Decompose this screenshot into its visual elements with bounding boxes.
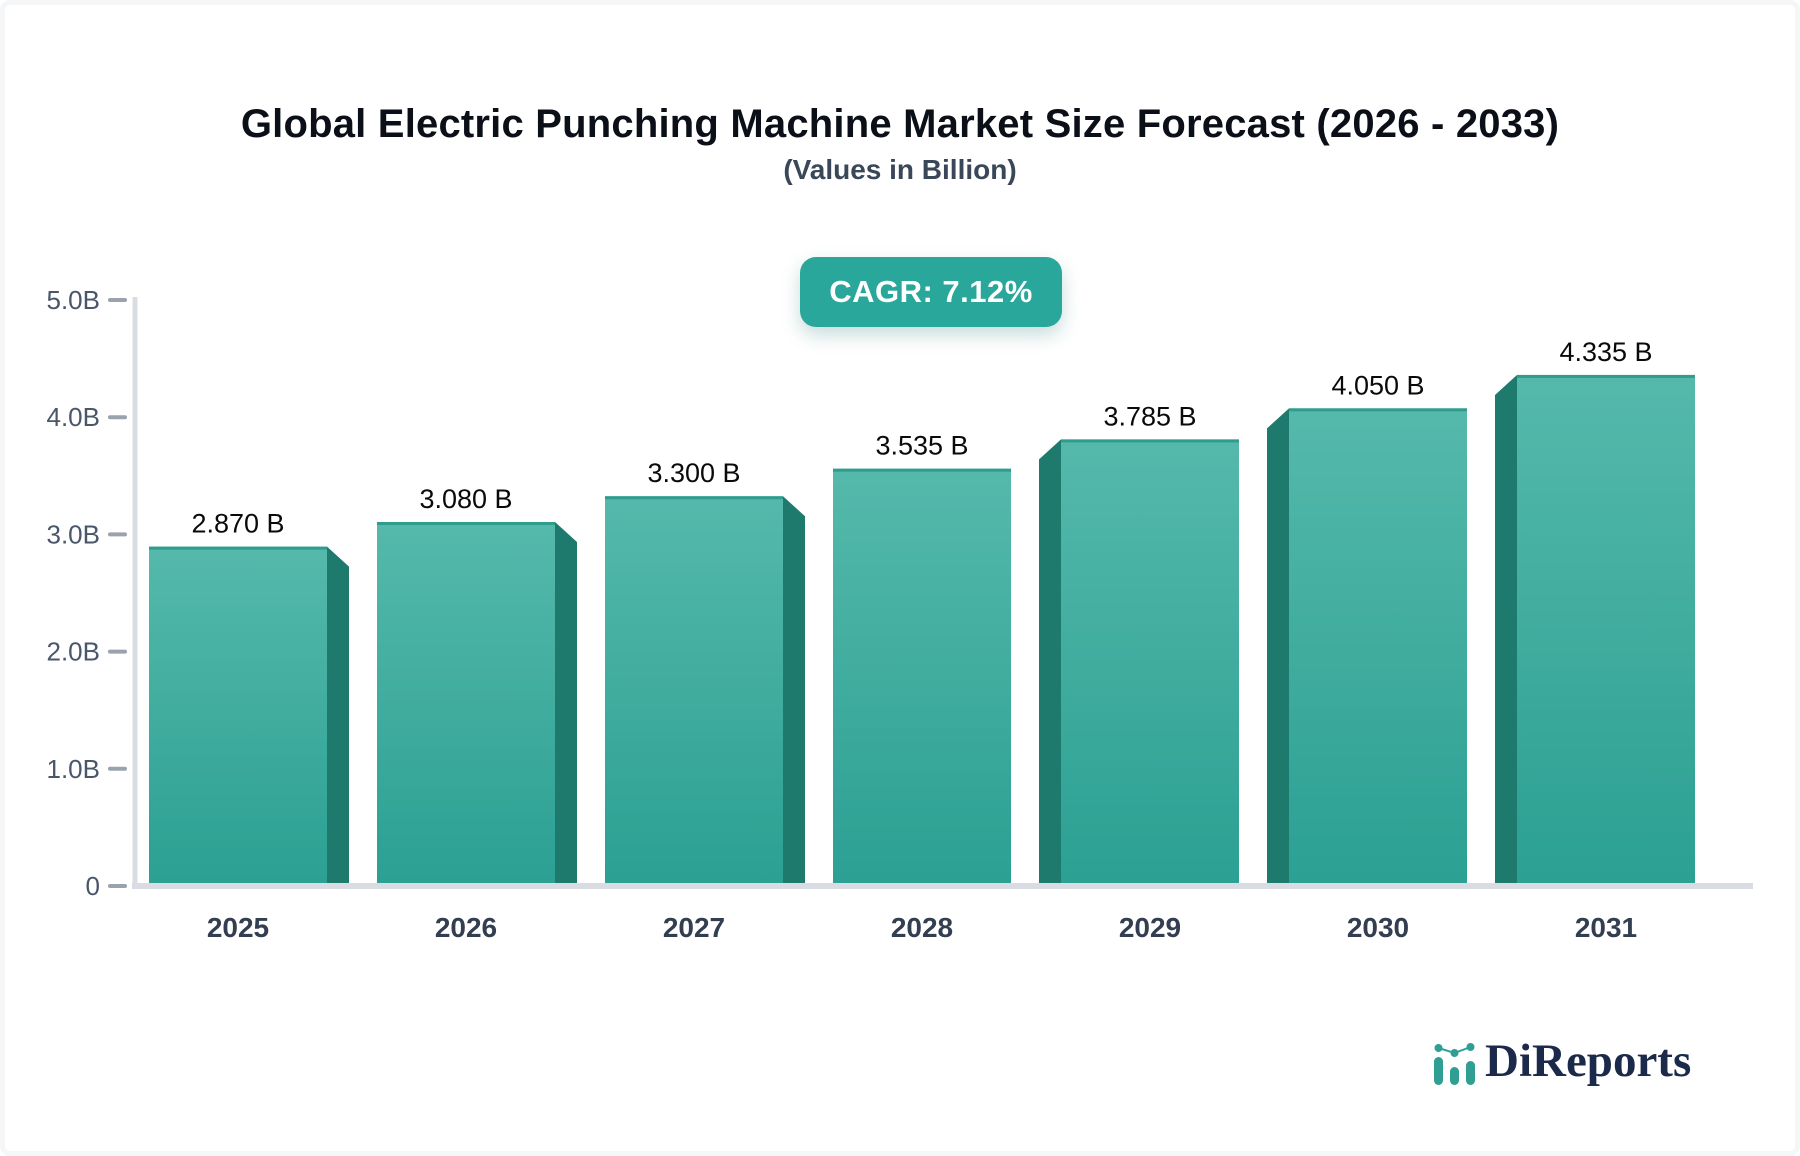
bar-2029 — [1061, 439, 1239, 884]
brand-icon — [1434, 1043, 1475, 1085]
chart-subtitle: (Values in Billion) — [783, 154, 1017, 185]
y-axis-line — [132, 297, 138, 889]
bar-2031 — [1517, 374, 1695, 884]
x-axis-label: 2029 — [1119, 912, 1181, 943]
bar-value-label: 3.785 B — [1103, 401, 1196, 431]
bar-value-label: 3.080 B — [419, 484, 512, 514]
bar-2028 — [833, 468, 1011, 884]
y-axis-label: 4.0B — [47, 402, 101, 432]
logo-bar — [1466, 1061, 1475, 1085]
x-axis-label: 2031 — [1575, 912, 1637, 943]
bar-value-label: 3.300 B — [647, 458, 740, 488]
bar-top-edge — [605, 496, 783, 500]
y-axis-label: 1.0B — [47, 754, 101, 784]
logo-bar — [1450, 1067, 1459, 1085]
y-axis-tick — [108, 649, 127, 654]
logo-dot — [1466, 1043, 1475, 1051]
y-axis-label: 2.0B — [47, 637, 101, 667]
bar-side-face — [1267, 408, 1289, 884]
y-axis-tick — [108, 415, 127, 420]
x-axis-label: 2030 — [1347, 912, 1409, 943]
bar-2030 — [1289, 408, 1467, 884]
logo-bar — [1434, 1057, 1443, 1085]
bar-value-label: 4.335 B — [1559, 337, 1652, 367]
bar-top-edge — [833, 468, 1011, 472]
x-axis-line — [132, 883, 1753, 889]
bar-side-face — [1495, 374, 1517, 884]
x-axis-label: 2026 — [435, 912, 497, 943]
bar-side-face — [555, 522, 577, 884]
bar-side-face — [1039, 439, 1061, 884]
bar-top-edge — [377, 522, 555, 526]
y-axis-tick — [108, 766, 127, 771]
brand-logo: DiReports — [1433, 1035, 1691, 1087]
y-axis-tick — [108, 532, 127, 537]
bar-value-label: 3.535 B — [875, 431, 968, 461]
bar-side-face — [327, 546, 349, 884]
y-axis-tick — [108, 298, 127, 302]
bar-value-label: 2.870 B — [191, 509, 284, 539]
bar-chart: 0 1.0B 2.0B 3.0B 4.0B 5.0B 2.870 B 2025 3.080 B 2… — [47, 285, 1753, 943]
bar-2026 — [377, 522, 555, 884]
bar-2025 — [149, 546, 327, 884]
x-axis-label: 2028 — [891, 912, 953, 943]
y-axis-label: 0 — [86, 871, 100, 901]
logo-dot — [1434, 1044, 1443, 1052]
bar-side-face — [783, 496, 805, 884]
bar-top-edge — [1517, 374, 1695, 378]
chart-title: Global Electric Punching Machine Market … — [240, 102, 1560, 146]
bar-2027 — [605, 496, 783, 884]
cagr-badge: CAGR: 7.12% — [800, 257, 1062, 327]
y-axis-tick — [108, 884, 127, 888]
bar-value-label: 4.050 B — [1331, 370, 1424, 400]
logo-dot — [1450, 1049, 1459, 1057]
x-axis-label: 2027 — [663, 912, 725, 943]
brand-name: DiReports — [1485, 1035, 1692, 1087]
bar-top-edge — [1061, 439, 1239, 443]
y-axis-label: 3.0B — [47, 519, 101, 549]
bar-top-edge — [1289, 408, 1467, 412]
y-axis-label: 5.0B — [47, 285, 101, 315]
x-axis-label: 2025 — [207, 912, 269, 943]
bar-top-edge — [149, 546, 327, 550]
